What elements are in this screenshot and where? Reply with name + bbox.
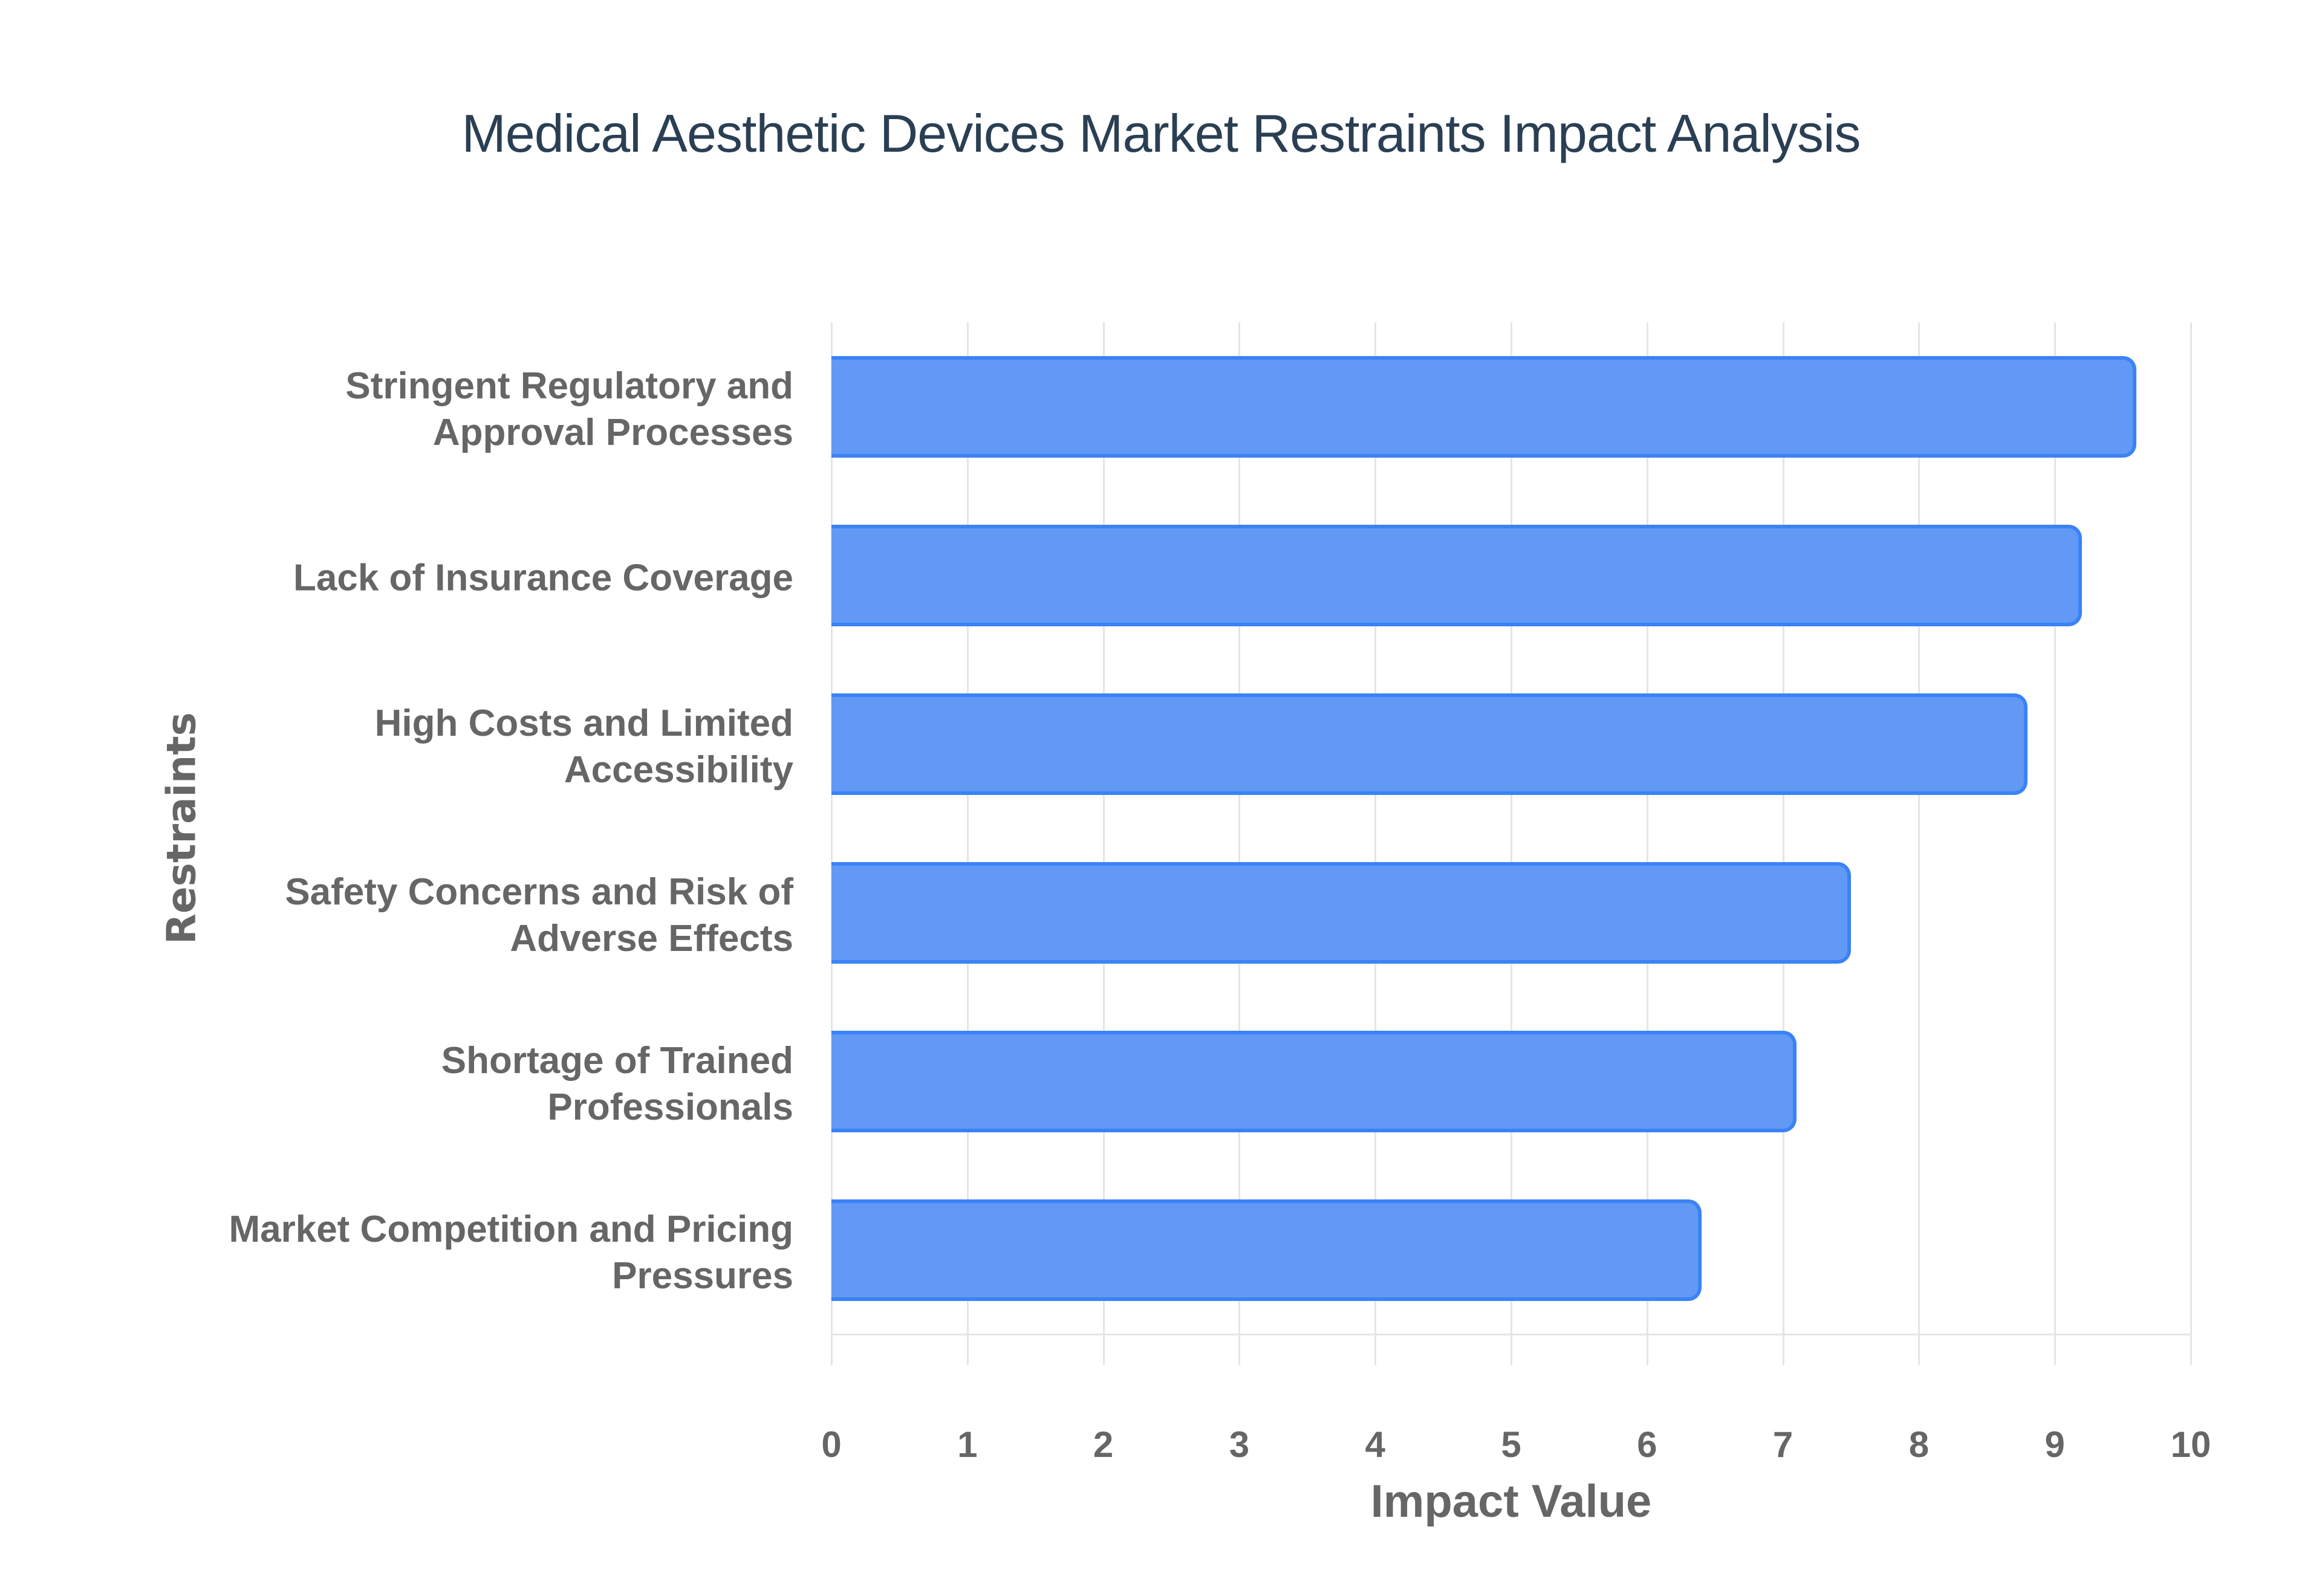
gridline — [2054, 322, 2057, 1365]
x-tick-label: 2 — [1093, 1424, 1114, 1465]
x-axis-title: Impact Value — [1370, 1476, 1652, 1527]
bar[interactable] — [831, 862, 1851, 964]
gridline — [1374, 322, 1377, 1365]
gridline — [1102, 322, 1105, 1365]
gridline — [2190, 322, 2192, 1365]
chart-title: Medical Aesthetic Devices Market Restrai… — [461, 103, 1861, 163]
x-tick-label: 7 — [1772, 1424, 1794, 1465]
y-axis-label: Stringent Regulatory and Approval Process… — [345, 365, 793, 453]
y-axis-label: Safety Concerns and Risk of Adverse Effec… — [285, 871, 793, 960]
x-tick-label: 10 — [2170, 1424, 2211, 1465]
x-tick-label: 8 — [1908, 1424, 1930, 1465]
bar[interactable] — [831, 1031, 1797, 1133]
x-tick-label: 6 — [1637, 1424, 1657, 1465]
x-tick-label: 3 — [1229, 1424, 1250, 1465]
gridline — [1511, 322, 1512, 1365]
x-axis-line — [831, 1334, 2191, 1335]
x-tick-label: 1 — [957, 1424, 978, 1465]
gridline — [831, 322, 833, 1365]
y-axis-label: Market Competition and Pricing Pressures — [229, 1208, 793, 1297]
y-axis-title: Restraints — [158, 712, 205, 944]
bar[interactable] — [831, 355, 2137, 458]
gridline — [1782, 322, 1784, 1365]
gridline — [1238, 322, 1241, 1365]
bar[interactable] — [831, 693, 2028, 795]
gridline — [966, 322, 969, 1365]
gridline — [1646, 322, 1648, 1365]
y-axis-label: Lack of Insurance Coverage — [293, 557, 793, 599]
y-axis-label: High Costs and Limited Accessibility — [374, 702, 793, 791]
x-tick-label: 4 — [1365, 1424, 1385, 1465]
x-tick-label: 9 — [2044, 1424, 2065, 1465]
x-tick-label: 0 — [821, 1424, 842, 1465]
x-tick-label: 5 — [1501, 1424, 1521, 1465]
bar[interactable] — [831, 1199, 1702, 1302]
gridline — [1918, 322, 1920, 1365]
bar[interactable] — [831, 524, 2083, 626]
plot-area — [831, 322, 2192, 1365]
y-axis-label: Shortage of Trained Professionals — [441, 1040, 793, 1129]
